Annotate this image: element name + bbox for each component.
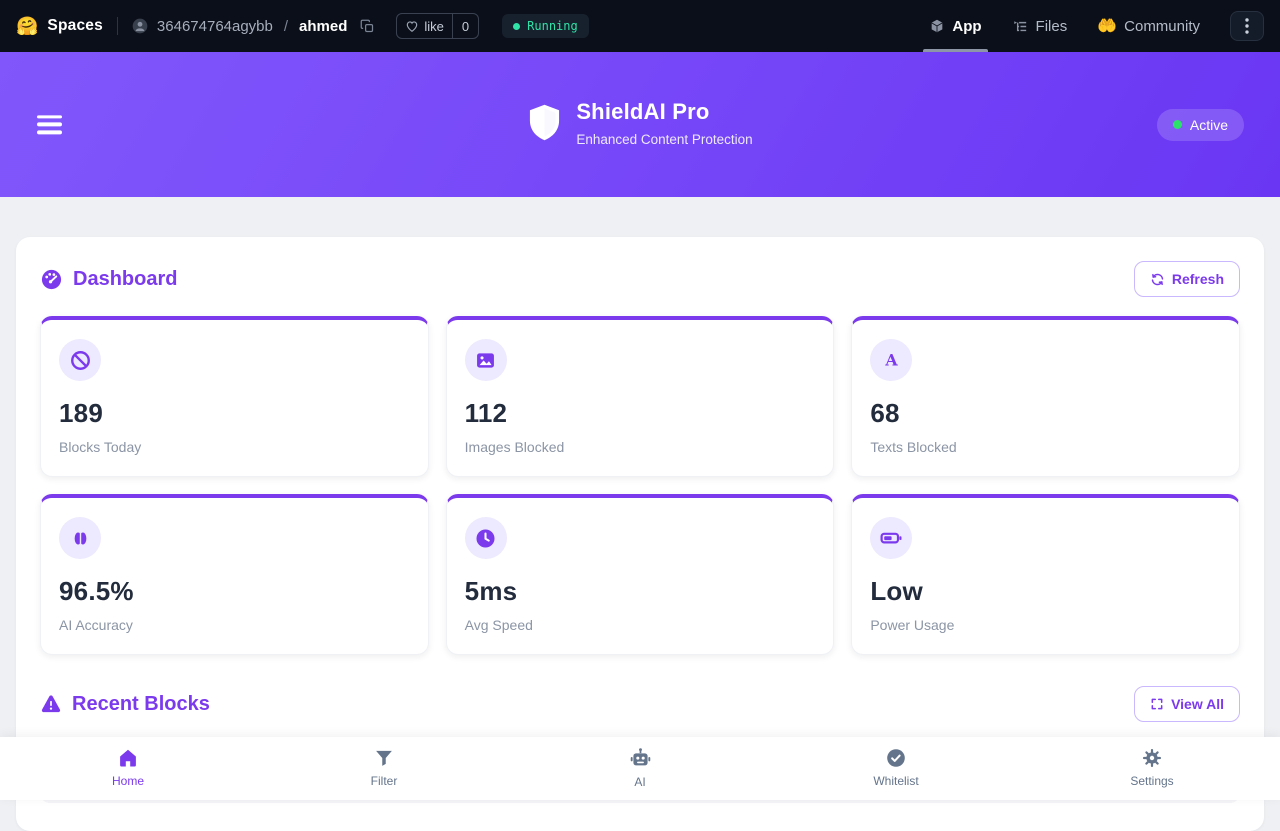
kebab-menu-icon bbox=[1245, 18, 1249, 34]
view-all-button[interactable]: View All bbox=[1134, 686, 1240, 722]
stat-value: 68 bbox=[870, 398, 900, 428]
tab-app-label: App bbox=[952, 17, 982, 35]
heart-icon bbox=[407, 21, 418, 32]
community-hands-icon: 🤲 bbox=[1097, 18, 1118, 35]
running-status-label: Running bbox=[527, 19, 578, 33]
clock-icon bbox=[464, 517, 507, 559]
stat-value: Low bbox=[870, 576, 923, 606]
stat-value: 189 bbox=[59, 398, 103, 428]
gauge-icon bbox=[41, 269, 62, 289]
tab-files[interactable]: Files bbox=[1012, 0, 1068, 52]
battery-icon bbox=[870, 517, 913, 559]
recent-blocks-section-title: Recent Blocks bbox=[40, 693, 210, 716]
app-subtitle: Enhanced Content Protection bbox=[576, 131, 753, 147]
stat-label: Power Usage bbox=[870, 617, 955, 633]
tab-community-label: Community bbox=[1124, 17, 1200, 35]
stat-value: 5ms bbox=[464, 576, 518, 606]
path-separator: / bbox=[283, 17, 289, 35]
like-button[interactable]: like bbox=[397, 14, 452, 38]
stat-card-ai-accuracy: 96.5% AI Accuracy bbox=[40, 494, 429, 655]
stat-value: 96.5% bbox=[59, 576, 134, 606]
font-icon: A bbox=[870, 339, 913, 381]
dashboard-section-title: Dashboard bbox=[40, 268, 177, 291]
check-circle-icon bbox=[887, 749, 905, 767]
stat-card-texts-blocked: A 68 Texts Blocked bbox=[851, 316, 1240, 477]
gear-icon bbox=[1143, 749, 1161, 767]
svg-text:A: A bbox=[884, 350, 898, 369]
more-options-button[interactable] bbox=[1230, 11, 1264, 41]
status-dot-icon bbox=[513, 22, 521, 30]
stat-card-images-blocked: 112 Images Blocked bbox=[445, 316, 835, 477]
nav-item-home[interactable]: Home bbox=[0, 737, 256, 800]
hamburger-menu-button[interactable] bbox=[37, 114, 62, 135]
home-icon bbox=[120, 749, 136, 767]
copy-button[interactable] bbox=[360, 19, 375, 34]
nav-label-whitelist: Whitelist bbox=[873, 774, 919, 788]
image-icon bbox=[464, 339, 507, 381]
stats-grid: 189 Blocks Today 112 Images Blocked A 68 bbox=[40, 316, 1240, 655]
stat-label: Blocks Today bbox=[59, 439, 142, 455]
person-icon bbox=[132, 18, 148, 34]
nav-item-ai[interactable]: AI bbox=[512, 737, 768, 800]
tab-files-label: Files bbox=[1035, 17, 1068, 35]
refresh-label: Refresh bbox=[1171, 271, 1224, 287]
dashboard-title: Dashboard bbox=[73, 267, 178, 290]
file-tree-icon bbox=[1013, 20, 1026, 31]
stat-label: AI Accuracy bbox=[59, 617, 133, 633]
running-status-badge[interactable]: Running bbox=[502, 14, 589, 38]
refresh-button[interactable]: Refresh bbox=[1133, 261, 1240, 297]
expand-icon bbox=[1151, 698, 1163, 710]
shield-icon bbox=[530, 104, 560, 141]
nav-label-ai: AI bbox=[634, 775, 646, 789]
nav-label-home: Home bbox=[111, 774, 144, 788]
stat-card-power-usage: Low Power Usage bbox=[851, 494, 1240, 655]
tab-app[interactable]: App bbox=[923, 0, 988, 52]
like-label: like bbox=[424, 18, 444, 34]
tab-community[interactable]: 🤲 Community bbox=[1097, 0, 1200, 52]
nav-label-filter: Filter bbox=[370, 774, 398, 788]
nav-item-whitelist[interactable]: Whitelist bbox=[768, 737, 1024, 800]
space-owner-link[interactable]: 364674764agybb bbox=[156, 17, 273, 35]
active-status-badge[interactable]: Active bbox=[1156, 108, 1244, 141]
view-all-label: View All bbox=[1171, 696, 1224, 712]
robot-icon bbox=[630, 748, 650, 766]
like-pill: like 0 bbox=[396, 13, 480, 39]
active-dot-icon bbox=[1172, 120, 1182, 129]
stat-label: Avg Speed bbox=[464, 617, 533, 633]
like-count[interactable]: 0 bbox=[451, 14, 478, 38]
recent-blocks-title: Recent Blocks bbox=[72, 692, 210, 715]
hub-topbar: 🤗 Spaces 364674764agybb / ahmed like bbox=[0, 0, 1280, 52]
stat-card-avg-speed: 5ms Avg Speed bbox=[445, 494, 835, 655]
active-tab-underline bbox=[923, 49, 988, 52]
spaces-brand[interactable]: Spaces bbox=[47, 17, 103, 34]
active-badge-label: Active bbox=[1189, 116, 1228, 133]
space-name-link[interactable]: ahmed bbox=[299, 17, 348, 35]
owner-avatar bbox=[132, 18, 148, 34]
bottom-navigation: Home Filter AI Whitelist bbox=[0, 737, 1280, 800]
stat-label: Images Blocked bbox=[464, 439, 565, 455]
stat-card-blocks-today: 189 Blocks Today bbox=[40, 316, 429, 477]
app-header: ShieldAI Pro Enhanced Content Protection… bbox=[0, 52, 1280, 197]
ban-icon bbox=[59, 339, 101, 381]
brain-icon bbox=[59, 517, 101, 559]
filter-funnel-icon bbox=[376, 750, 392, 766]
stat-value: 112 bbox=[464, 398, 508, 428]
copy-icon bbox=[361, 19, 374, 32]
nav-item-filter[interactable]: Filter bbox=[256, 737, 512, 800]
refresh-icon bbox=[1151, 273, 1164, 285]
stat-label: Texts Blocked bbox=[870, 439, 957, 455]
divider bbox=[116, 17, 118, 35]
hugging-face-logo-icon: 🤗 bbox=[16, 15, 39, 36]
cube-icon bbox=[931, 19, 943, 33]
nav-label-settings: Settings bbox=[1130, 774, 1174, 788]
app-title: ShieldAI Pro bbox=[576, 98, 710, 124]
nav-item-settings[interactable]: Settings bbox=[1024, 737, 1280, 800]
warning-triangle-icon bbox=[41, 695, 61, 713]
